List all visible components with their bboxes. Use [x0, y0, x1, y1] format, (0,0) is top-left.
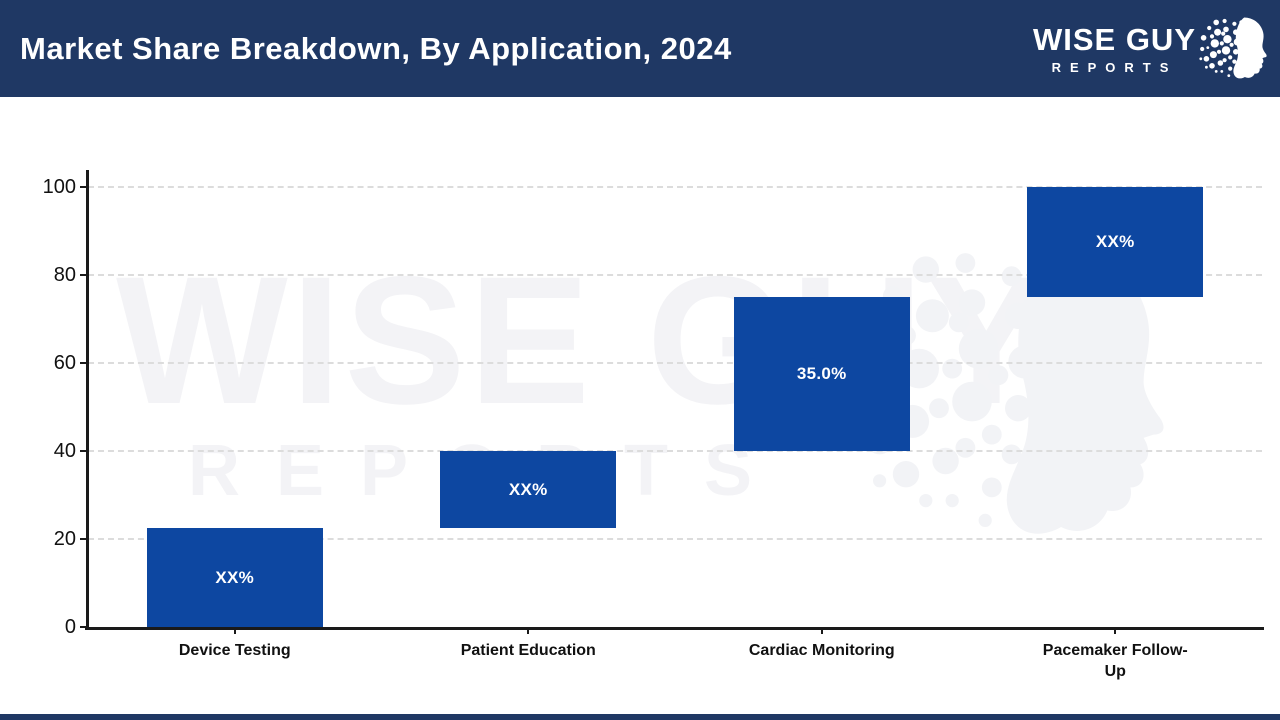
y-axis-tick [80, 626, 88, 628]
x-axis-tick [233, 627, 236, 634]
gridline-60 [88, 362, 1262, 364]
bar-1: XX% [146, 528, 323, 627]
header-banner: Market Share Breakdown, By Application, … [0, 0, 1280, 97]
x-axis-tick [820, 627, 823, 634]
y-axis-tick [80, 450, 88, 452]
logo-wordmark-line1: WISE GUY [1032, 22, 1196, 57]
bar-value-label: XX% [215, 567, 255, 587]
bar-4: XX% [1027, 187, 1204, 297]
y-axis-tick [80, 538, 88, 540]
y-axis-line [86, 170, 89, 630]
y-axis-tick-label: 60 [53, 352, 76, 374]
bar-value-label: XX% [1095, 232, 1135, 251]
gridline-80 [88, 274, 1262, 276]
gridline-40 [88, 450, 1262, 452]
x-axis-category-label: Device Testing [178, 642, 291, 659]
x-axis-line [85, 627, 1264, 630]
y-axis-tick-label: 20 [53, 528, 76, 550]
y-axis-tick-label: 80 [53, 264, 76, 286]
gridline-100 [88, 186, 1262, 188]
wiseguy-face-icon [1199, 17, 1267, 78]
y-axis-tick [80, 362, 88, 364]
x-axis-tick [527, 627, 530, 634]
chart-title: Market Share Breakdown, By Application, … [20, 30, 732, 66]
x-axis-category-label: Pacemaker Follow-Up [1042, 642, 1188, 680]
logo-wordmark: WISE GUY REPORTS [1033, 22, 1196, 75]
wiseguy-logo: WISE GUY REPORTS [1033, 7, 1280, 91]
x-axis-category-label: Cardiac Monitoring [748, 642, 895, 659]
gridline-20 [88, 538, 1262, 540]
bar-value-label: XX% [508, 479, 548, 499]
y-axis-tick-label: 40 [53, 440, 76, 462]
x-axis-category-label: Patient Education [460, 642, 596, 659]
y-axis-tick-label: 100 [42, 176, 76, 198]
bar-3: 35.0% [733, 297, 910, 451]
y-axis-tick [80, 274, 88, 276]
logo-wordmark-line2: REPORTS [1051, 60, 1178, 75]
bar-value-label: 35.0% [796, 364, 847, 383]
footer-strip [0, 714, 1280, 720]
x-axis-tick [1114, 627, 1117, 634]
y-axis-tick [80, 186, 88, 188]
y-axis-tick-label: 0 [64, 616, 76, 638]
bar-2: XX% [440, 451, 617, 528]
